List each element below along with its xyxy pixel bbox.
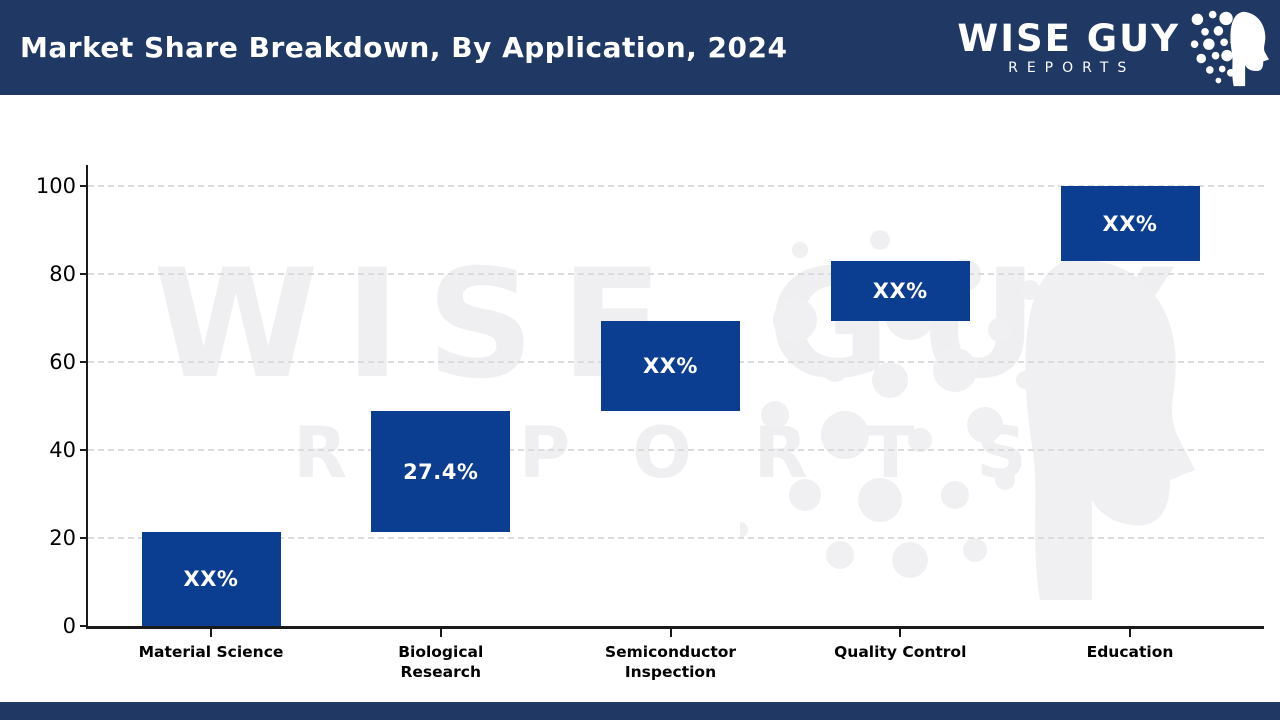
bar-value-label: 27.4% [403, 459, 479, 484]
y-tick-label: 0 [62, 614, 76, 638]
chart-bar: XX% [1060, 186, 1200, 262]
x-tick-mark [1129, 629, 1131, 637]
chart-bar: 27.4% [371, 411, 511, 532]
y-tick-mark [80, 361, 88, 363]
y-tick-mark [80, 185, 88, 187]
x-tick-mark [669, 629, 672, 637]
y-tick-mark [80, 625, 88, 627]
x-tick-label: Education [1086, 643, 1174, 661]
chart-title: Market Share Breakdown, By Application, … [20, 31, 788, 64]
footer-bar [0, 702, 1280, 720]
y-tick-label: 100 [35, 174, 76, 198]
y-gridline [88, 185, 1264, 187]
chart-bar: XX% [141, 531, 281, 626]
x-tick-mark [439, 629, 442, 637]
y-gridline [88, 537, 1264, 539]
x-tick-label: Material Science [138, 643, 284, 661]
bar-value-label: XX% [643, 353, 698, 378]
y-tick-mark [80, 273, 88, 275]
y-tick-label: 20 [49, 526, 76, 550]
y-tick-label: 60 [49, 350, 76, 374]
bar-value-label: XX% [183, 566, 239, 591]
logo-face-icon [1190, 10, 1269, 86]
y-tick-label: 40 [49, 438, 76, 462]
x-tick-label: Quality Control [834, 643, 967, 661]
x-tick-mark [899, 629, 902, 637]
y-gridline [88, 273, 1264, 275]
y-axis-spine [86, 165, 88, 629]
x-tick-mark [210, 629, 212, 637]
y-tick-label: 80 [49, 262, 76, 286]
y-gridline [88, 449, 1264, 451]
x-tick-label: Semiconductor Inspection [604, 643, 737, 681]
logo-wordmark-sub: REPORTS [1008, 59, 1136, 76]
x-axis-spine [88, 626, 1264, 629]
header-bar: Market Share Breakdown, By Application, … [0, 0, 1280, 95]
logo-wordmark: WISE GUY REPORTS [957, 16, 1180, 76]
logo-wordmark-main: WISE GUY [957, 16, 1180, 60]
bar-value-label: XX% [1102, 211, 1158, 236]
chart-bar: XX% [830, 261, 970, 321]
chart-bar: XX% [601, 320, 740, 412]
y-tick-mark [80, 449, 88, 451]
x-tick-label: Biological Research [398, 643, 484, 681]
brand-logo: WISE GUY REPORTS [957, 6, 1280, 90]
y-tick-mark [80, 537, 88, 539]
bar-value-label: XX% [872, 278, 928, 303]
